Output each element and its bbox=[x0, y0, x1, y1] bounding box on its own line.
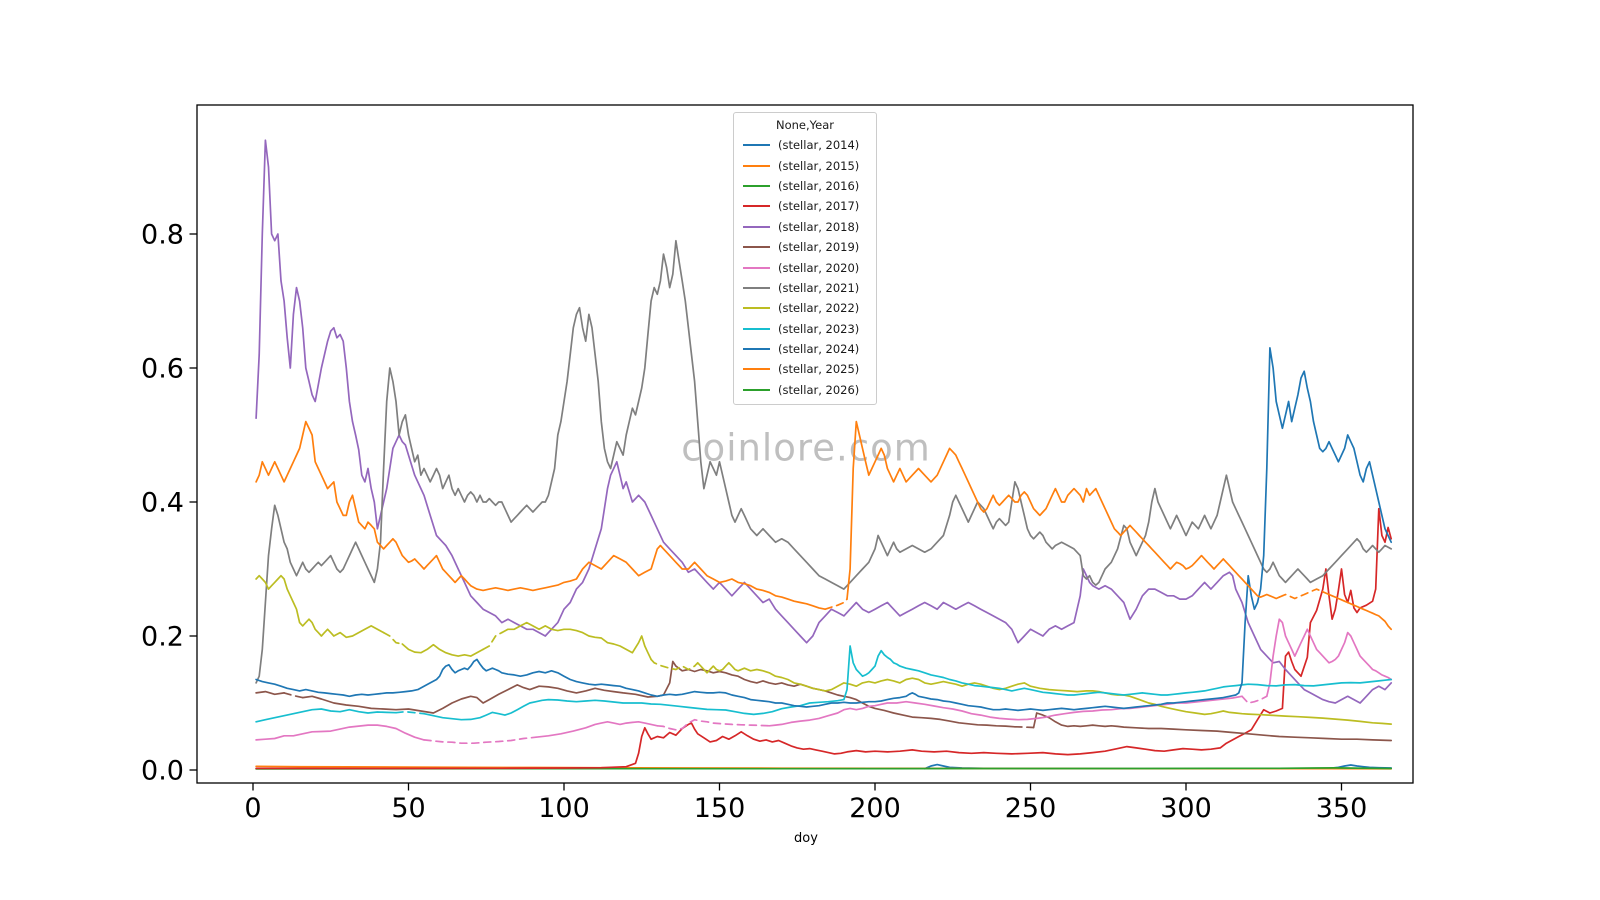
legend-line-swatch bbox=[743, 266, 770, 269]
legend-entry-2024: (stellar, 2024) bbox=[734, 339, 876, 359]
series-line-2020 bbox=[535, 720, 659, 739]
series-line-2020 bbox=[656, 718, 771, 731]
legend-line-swatch bbox=[743, 205, 770, 208]
legend-line-swatch bbox=[743, 388, 770, 391]
legend-entry-2021: (stellar, 2021) bbox=[734, 278, 876, 298]
series-line-2022 bbox=[401, 643, 484, 657]
series-line-2025 bbox=[846, 420, 1281, 600]
legend-entry-label: (stellar, 2018) bbox=[778, 219, 860, 234]
legend-entry-label: (stellar, 2014) bbox=[778, 138, 860, 153]
legend-line-swatch bbox=[743, 368, 770, 371]
y-tick-label: 0.0 bbox=[141, 756, 184, 787]
series-line-2022 bbox=[500, 621, 652, 661]
legend-entry-2017: (stellar, 2017) bbox=[734, 196, 876, 216]
series-line-2022 bbox=[650, 658, 696, 671]
series-line-2020 bbox=[1241, 695, 1268, 704]
legend-entry-label: (stellar, 2024) bbox=[778, 342, 860, 357]
series-line-2020 bbox=[255, 724, 425, 741]
x-tick-label: 100 bbox=[538, 793, 590, 824]
series-line-2018 bbox=[255, 139, 1393, 704]
legend-line-swatch bbox=[743, 327, 770, 330]
legend-line-swatch bbox=[743, 286, 770, 289]
x-tick-label: 150 bbox=[694, 793, 746, 824]
series-line-2025 bbox=[1321, 590, 1393, 631]
legend-line-swatch bbox=[743, 307, 770, 310]
legend-entry-2014: (stellar, 2014) bbox=[734, 135, 876, 155]
series-line-2025 bbox=[255, 420, 827, 611]
legend-entry-label: (stellar, 2015) bbox=[778, 158, 860, 173]
legend-entry-label: (stellar, 2026) bbox=[778, 382, 860, 397]
x-tick-label: 250 bbox=[1005, 793, 1057, 824]
legend-entry-2015: (stellar, 2015) bbox=[734, 155, 876, 175]
legend-entries: (stellar, 2014) (stellar, 2015) (stellar, … bbox=[734, 135, 876, 400]
legend: None,Year (stellar, 2014) (stellar, 2015)… bbox=[733, 112, 877, 405]
legend-entry-label: (stellar, 2025) bbox=[778, 362, 860, 377]
legend-line-swatch bbox=[743, 348, 770, 351]
legend-entry-label: (stellar, 2019) bbox=[778, 240, 860, 255]
series-line-2022 bbox=[255, 574, 385, 639]
watermark: coinlore.com bbox=[681, 426, 931, 470]
series-line-2019 bbox=[301, 660, 1016, 728]
series-line-2017 bbox=[255, 507, 1393, 770]
x-tick-label: 350 bbox=[1316, 793, 1368, 824]
x-axis-label: doy bbox=[794, 831, 818, 846]
series-line-2019 bbox=[1014, 725, 1035, 729]
y-tick-label: 0.4 bbox=[141, 488, 184, 519]
legend-entry-2022: (stellar, 2022) bbox=[734, 298, 876, 318]
legend-entry-2023: (stellar, 2023) bbox=[734, 319, 876, 339]
legend-entry-label: (stellar, 2016) bbox=[778, 178, 860, 193]
series-line-2019 bbox=[283, 692, 304, 699]
legend-title: None,Year bbox=[775, 118, 834, 132]
legend-line-swatch bbox=[743, 246, 770, 249]
legend-entry-label: (stellar, 2020) bbox=[778, 260, 860, 275]
legend-entry-2025: (stellar, 2025) bbox=[734, 359, 876, 379]
legend-line-swatch bbox=[743, 184, 770, 187]
legend-entry-2018: (stellar, 2018) bbox=[734, 217, 876, 237]
series-line-2023 bbox=[423, 645, 1393, 721]
plot-frame bbox=[196, 104, 1414, 784]
series-line-2025 bbox=[1278, 588, 1324, 600]
series-line-2022 bbox=[482, 631, 503, 651]
series-line-2023 bbox=[395, 710, 425, 715]
series-line-2020 bbox=[423, 736, 537, 745]
legend-entry-2026: (stellar, 2026) bbox=[734, 380, 876, 400]
legend-entry-2020: (stellar, 2020) bbox=[734, 257, 876, 277]
x-tick-label: 200 bbox=[849, 793, 901, 824]
legend-entry-label: (stellar, 2023) bbox=[778, 321, 860, 336]
y-tick-label: 0.6 bbox=[141, 354, 184, 385]
legend-line-swatch bbox=[743, 164, 770, 167]
legend-line-swatch bbox=[743, 225, 770, 228]
legend-entry-label: (stellar, 2022) bbox=[778, 301, 860, 316]
x-tick-label: 50 bbox=[391, 793, 425, 824]
x-tick-label: 300 bbox=[1160, 793, 1212, 824]
series-line-2022 bbox=[382, 631, 404, 645]
legend-line-swatch bbox=[743, 144, 770, 147]
legend-entry-label: (stellar, 2017) bbox=[778, 199, 860, 214]
series-line-2024 bbox=[255, 347, 1393, 712]
series-line-2021 bbox=[255, 239, 1393, 684]
y-tick-label: 0.8 bbox=[141, 220, 184, 251]
x-tick-label: 0 bbox=[244, 793, 261, 824]
legend-entry-label: (stellar, 2021) bbox=[778, 280, 860, 295]
legend-entry-2016: (stellar, 2016) bbox=[734, 176, 876, 196]
series-line-2020 bbox=[1265, 618, 1393, 698]
series-line-2023 bbox=[255, 708, 397, 723]
y-tick-label: 0.2 bbox=[141, 622, 184, 653]
series-line-2019 bbox=[1032, 712, 1393, 742]
legend-entry-2019: (stellar, 2019) bbox=[734, 237, 876, 257]
series-line-2025 bbox=[824, 598, 848, 611]
series-line-2019 bbox=[255, 690, 285, 696]
